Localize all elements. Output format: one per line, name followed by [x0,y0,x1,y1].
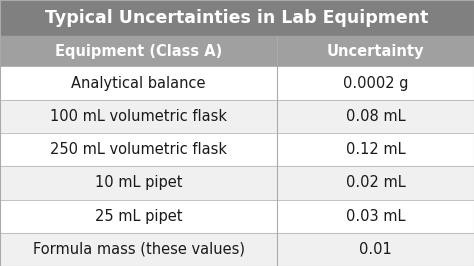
Text: Formula mass (these values): Formula mass (these values) [33,242,245,257]
Bar [0,0,474,36]
Bar [0,166,474,200]
Text: 0.08 mL: 0.08 mL [346,109,405,124]
Bar [0,133,474,166]
Text: 0.02 mL: 0.02 mL [346,175,406,190]
Text: 100 mL volumetric flask: 100 mL volumetric flask [50,109,227,124]
Text: 0.12 mL: 0.12 mL [346,142,405,157]
Text: 10 mL pipet: 10 mL pipet [95,175,182,190]
Bar [0,66,474,100]
Text: 250 mL volumetric flask: 250 mL volumetric flask [50,142,227,157]
Text: Equipment (Class A): Equipment (Class A) [55,44,222,59]
Text: Typical Uncertainties in Lab Equipment: Typical Uncertainties in Lab Equipment [46,9,428,27]
Text: Uncertainty: Uncertainty [327,44,424,59]
Text: Analytical balance: Analytical balance [72,76,206,91]
Text: 0.03 mL: 0.03 mL [346,209,405,224]
Text: 0.01: 0.01 [359,242,392,257]
Text: 25 mL pipet: 25 mL pipet [95,209,182,224]
Bar [0,200,474,233]
Text: 0.0002 g: 0.0002 g [343,76,409,91]
Bar [0,36,474,66]
Bar [0,100,474,133]
Bar [0,233,474,266]
